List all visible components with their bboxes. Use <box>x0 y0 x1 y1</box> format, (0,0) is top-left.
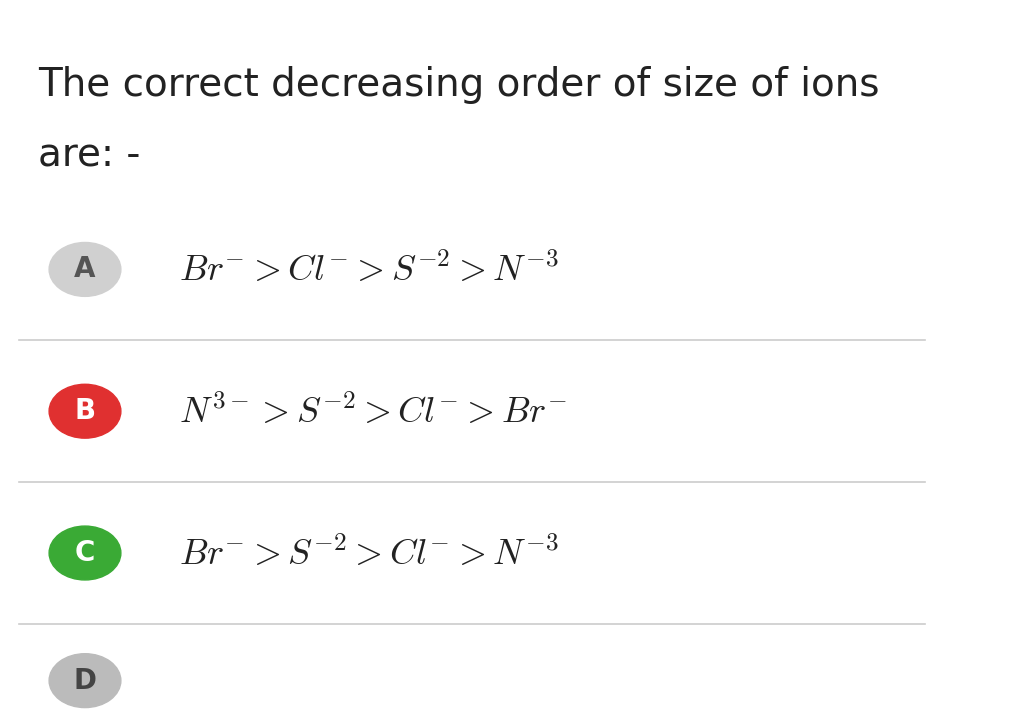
Text: are: -: are: - <box>38 137 140 175</box>
Text: C: C <box>75 539 95 567</box>
Circle shape <box>49 384 121 438</box>
Text: $N^{3-} > S^{-2} > Cl^{-} > Br^{-}$: $N^{3-} > S^{-2} > Cl^{-} > Br^{-}$ <box>179 393 567 429</box>
Circle shape <box>49 654 121 708</box>
Text: D: D <box>74 666 96 695</box>
Circle shape <box>49 242 121 296</box>
Text: $Br^{-} > Cl^{-} > S^{-2} > N^{-3}$: $Br^{-} > Cl^{-} > S^{-2} > N^{-3}$ <box>179 252 559 287</box>
Text: A: A <box>75 255 95 284</box>
Circle shape <box>49 526 121 580</box>
Text: B: B <box>75 397 95 425</box>
Text: $Br^{-} > S^{-2} > Cl^{-} > N^{-3}$: $Br^{-} > S^{-2} > Cl^{-} > N^{-3}$ <box>179 535 559 571</box>
Text: The correct decreasing order of size of ions: The correct decreasing order of size of … <box>38 66 880 104</box>
